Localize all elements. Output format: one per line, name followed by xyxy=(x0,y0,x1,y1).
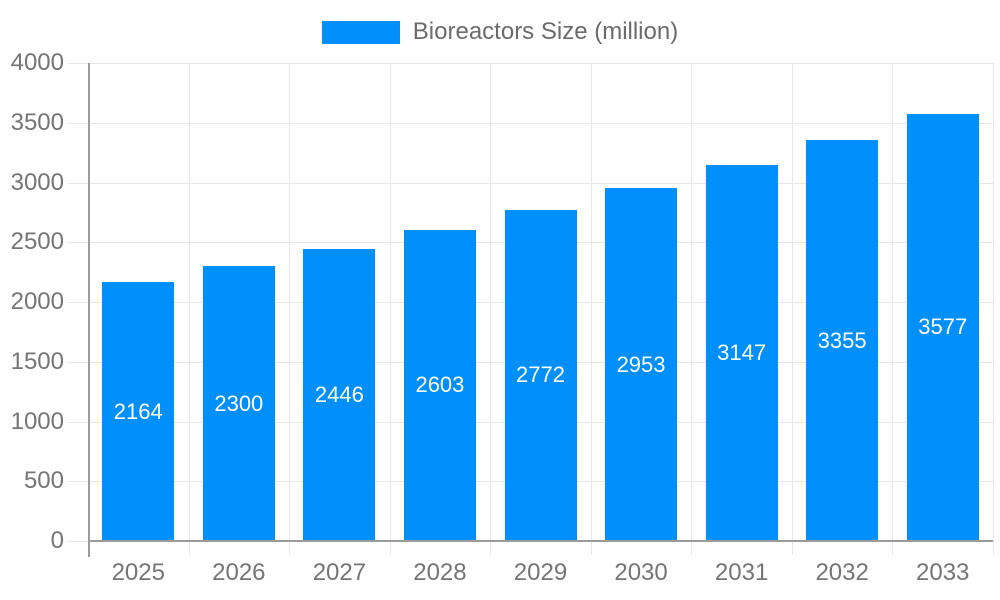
x-tick-label: 2032 xyxy=(815,559,869,586)
bar[interactable]: 3147 xyxy=(705,164,778,541)
plot-area: 0 500 1000 1500 2000 2500 3000 3500 4000 2164 2025… xyxy=(11,51,994,585)
y-tick-label: 1000 xyxy=(10,407,64,435)
y-gridline xyxy=(68,122,993,124)
bar[interactable]: 2446 xyxy=(303,248,376,541)
y-tick-label: 3000 xyxy=(10,168,64,196)
x-tick-label: 2027 xyxy=(312,559,367,586)
y-gridline xyxy=(68,63,993,64)
legend-label: Bioreactors Size (million) xyxy=(412,18,679,45)
x-axis-line xyxy=(88,540,993,542)
bar[interactable]: 2603 xyxy=(403,229,476,541)
y-tick-label: 2000 xyxy=(10,288,64,315)
x-gridline xyxy=(993,63,994,555)
bar-value-label: 3577 xyxy=(918,314,968,340)
bar-value-label: 2446 xyxy=(314,381,364,407)
legend-item[interactable]: Bioreactors Size (million) xyxy=(0,18,1000,46)
x-tick-label: 2028 xyxy=(413,559,467,586)
x-gridline xyxy=(289,63,291,555)
y-tick-label: 1500 xyxy=(10,347,64,375)
x-tick-label: 2029 xyxy=(513,559,568,586)
bar[interactable]: 2164 xyxy=(102,282,175,541)
y-tick-label: 500 xyxy=(23,467,64,495)
bar[interactable]: 2772 xyxy=(504,209,577,541)
bar[interactable]: 2953 xyxy=(605,188,678,541)
bar-value-label: 2300 xyxy=(214,390,264,416)
x-gridline xyxy=(791,63,793,555)
bar-value-label: 2164 xyxy=(113,398,163,424)
x-gridline xyxy=(892,63,894,555)
legend-swatch xyxy=(321,20,400,44)
x-gridline xyxy=(691,63,693,555)
bar-value-label: 2603 xyxy=(415,372,465,398)
x-gridline xyxy=(590,63,592,555)
x-tick-label: 2033 xyxy=(916,559,970,586)
bar[interactable]: 3355 xyxy=(806,140,879,541)
y-gridline xyxy=(68,182,993,184)
bar-value-label: 2772 xyxy=(516,362,565,388)
x-tick-label: 2025 xyxy=(111,559,165,586)
x-gridline xyxy=(490,63,492,555)
bar-value-label: 3355 xyxy=(817,327,867,353)
bar[interactable]: 3577 xyxy=(906,113,979,541)
x-tick-label: 2031 xyxy=(714,559,769,586)
x-tick-label: 2026 xyxy=(212,559,266,586)
x-tick-label: 2030 xyxy=(614,559,668,586)
y-tick-label: 2500 xyxy=(10,228,64,256)
bar-value-label: 3147 xyxy=(717,339,767,365)
y-tick-label: 0 xyxy=(50,527,64,554)
y-tick-label: 3500 xyxy=(10,108,64,136)
bar[interactable]: 2300 xyxy=(202,266,275,541)
x-gridline xyxy=(389,63,391,555)
y-axis-line xyxy=(88,63,90,557)
x-gridline xyxy=(188,63,190,555)
bar-value-label: 2953 xyxy=(616,351,666,377)
y-tick-label: 4000 xyxy=(10,49,64,76)
